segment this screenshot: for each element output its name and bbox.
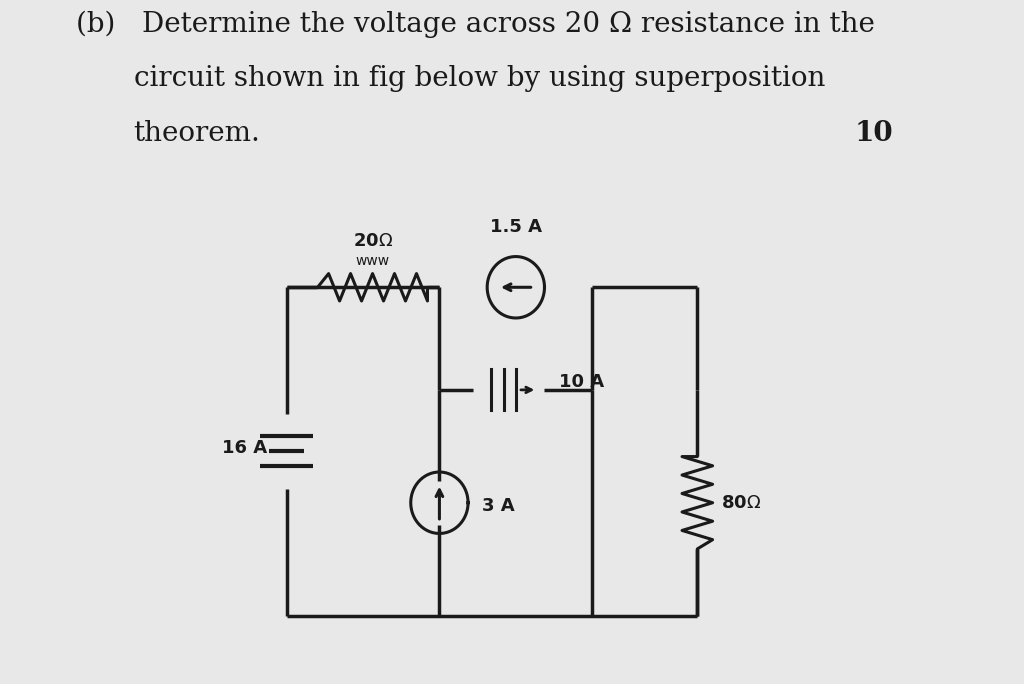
Text: 3 A: 3 A: [482, 497, 515, 515]
Text: circuit shown in fig below by using superposition: circuit shown in fig below by using supe…: [134, 65, 825, 92]
Text: www: www: [355, 254, 389, 268]
Text: 10: 10: [854, 120, 893, 146]
Text: 20$\Omega$: 20$\Omega$: [352, 232, 392, 250]
Text: 16 A: 16 A: [222, 439, 267, 457]
Text: 1.5 A: 1.5 A: [489, 218, 542, 236]
Text: 10 A: 10 A: [559, 373, 604, 391]
Text: 80$\Omega$: 80$\Omega$: [721, 494, 761, 512]
Text: theorem.: theorem.: [134, 120, 261, 146]
Text: (b)   Determine the voltage across 20 Ω resistance in the: (b) Determine the voltage across 20 Ω re…: [77, 10, 876, 38]
